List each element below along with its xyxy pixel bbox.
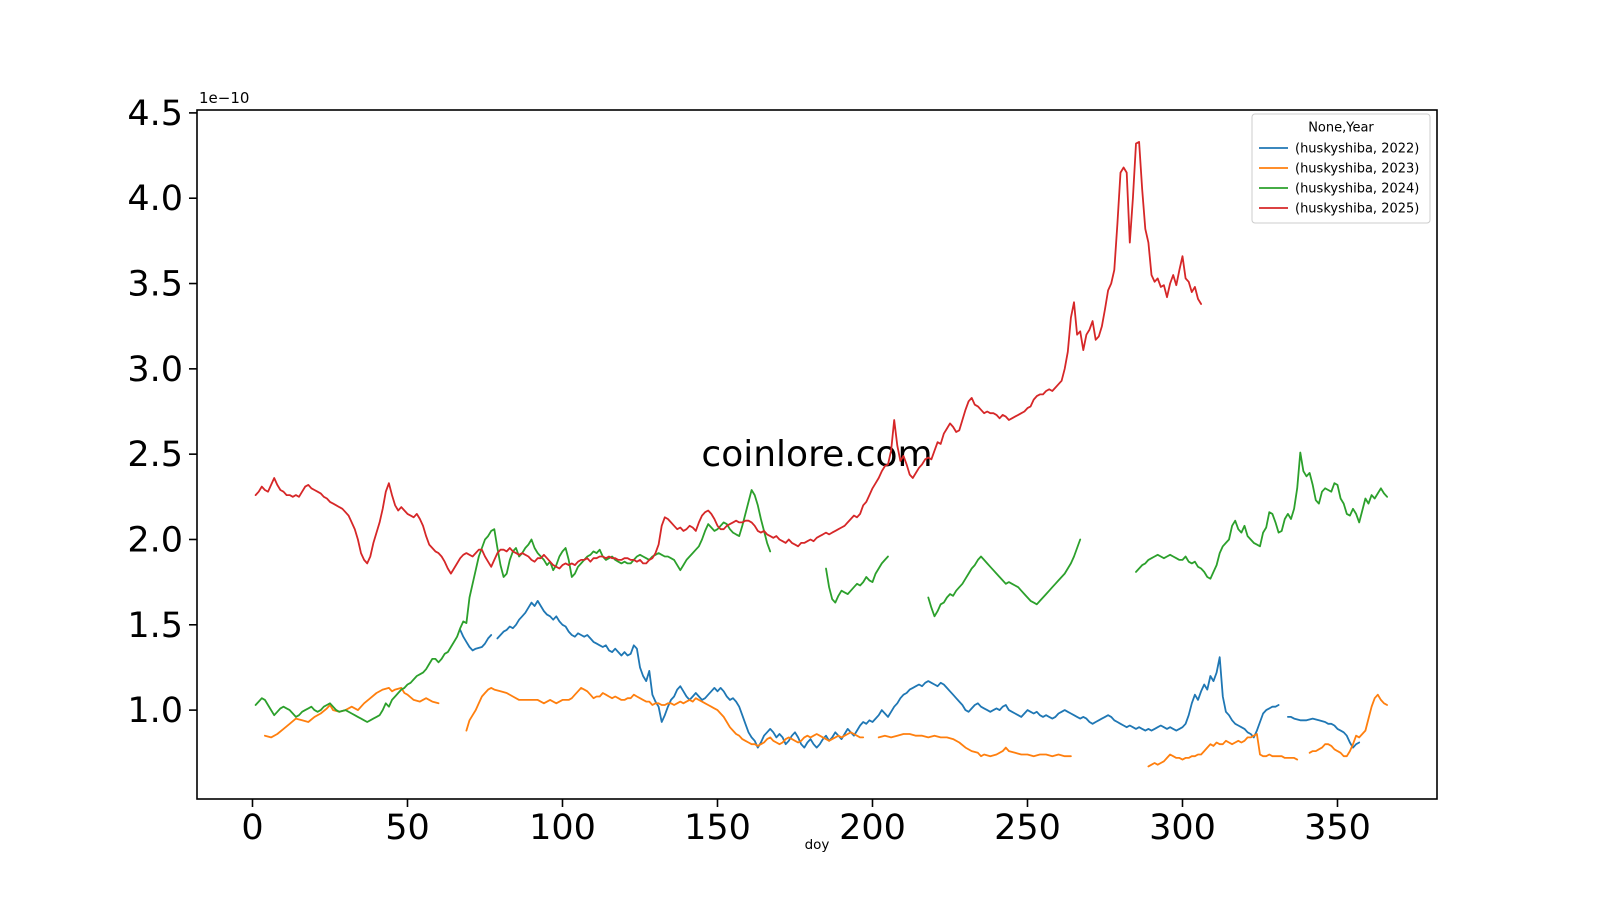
y-axis-tick-label: 1.0 bbox=[127, 691, 183, 731]
x-axis-tick-label: 0 bbox=[241, 808, 263, 848]
legend-entry-label: (huskyshiba, 2022) bbox=[1295, 142, 1419, 157]
series-line-2024-seg1 bbox=[825, 555, 889, 604]
x-axis-label: doy bbox=[805, 837, 830, 853]
x-axis-tick-label: 200 bbox=[839, 808, 906, 848]
x-axis-tick-label: 250 bbox=[994, 808, 1061, 848]
x-axis-tick-label: 100 bbox=[529, 808, 596, 848]
series-line-2024-seg3 bbox=[1135, 451, 1388, 580]
watermark-text: coinlore.com bbox=[701, 434, 932, 475]
series-line-2023-seg2 bbox=[877, 733, 1072, 758]
series-line-2023-seg4 bbox=[1308, 693, 1388, 758]
legend-entry-label: (huskyshiba, 2025) bbox=[1295, 202, 1419, 217]
series-line-2024-seg0 bbox=[254, 489, 772, 723]
x-axis-tick-label: 350 bbox=[1304, 808, 1371, 848]
x-axis-tick-label: 50 bbox=[385, 808, 430, 848]
series-line-2022-seg2 bbox=[1287, 716, 1361, 749]
legend-box bbox=[1251, 113, 1431, 224]
y-axis-offset-text: 1e−10 bbox=[199, 89, 249, 107]
legend-entry-label: (huskyshiba, 2024) bbox=[1295, 182, 1419, 197]
x-axis-tick-label: 150 bbox=[684, 808, 751, 848]
series-line-2022-seg1 bbox=[496, 600, 1280, 749]
series-line-2023-seg1 bbox=[465, 687, 865, 747]
series-line-2023-seg0 bbox=[264, 687, 440, 739]
series-line-2024-seg2 bbox=[927, 538, 1082, 618]
y-axis-tick-label: 4.5 bbox=[127, 94, 183, 134]
y-axis-tick-label: 3.0 bbox=[127, 350, 183, 390]
x-axis-tick-label: 300 bbox=[1149, 808, 1216, 848]
y-axis-tick-label: 3.5 bbox=[127, 265, 183, 305]
y-axis-tick-label: 1.5 bbox=[127, 606, 183, 646]
legend-entry-label: (huskyshiba, 2023) bbox=[1295, 162, 1419, 177]
y-axis-tick-label: 2.5 bbox=[127, 435, 183, 475]
series-line-2023-seg3 bbox=[1147, 733, 1299, 768]
series-line-2025-seg0 bbox=[254, 141, 1202, 575]
legend-title: None,Year bbox=[1308, 121, 1374, 136]
y-axis-tick-label: 4.0 bbox=[127, 179, 183, 219]
series-line-2022-seg0 bbox=[459, 629, 493, 652]
y-axis-tick-label: 2.0 bbox=[127, 520, 183, 560]
